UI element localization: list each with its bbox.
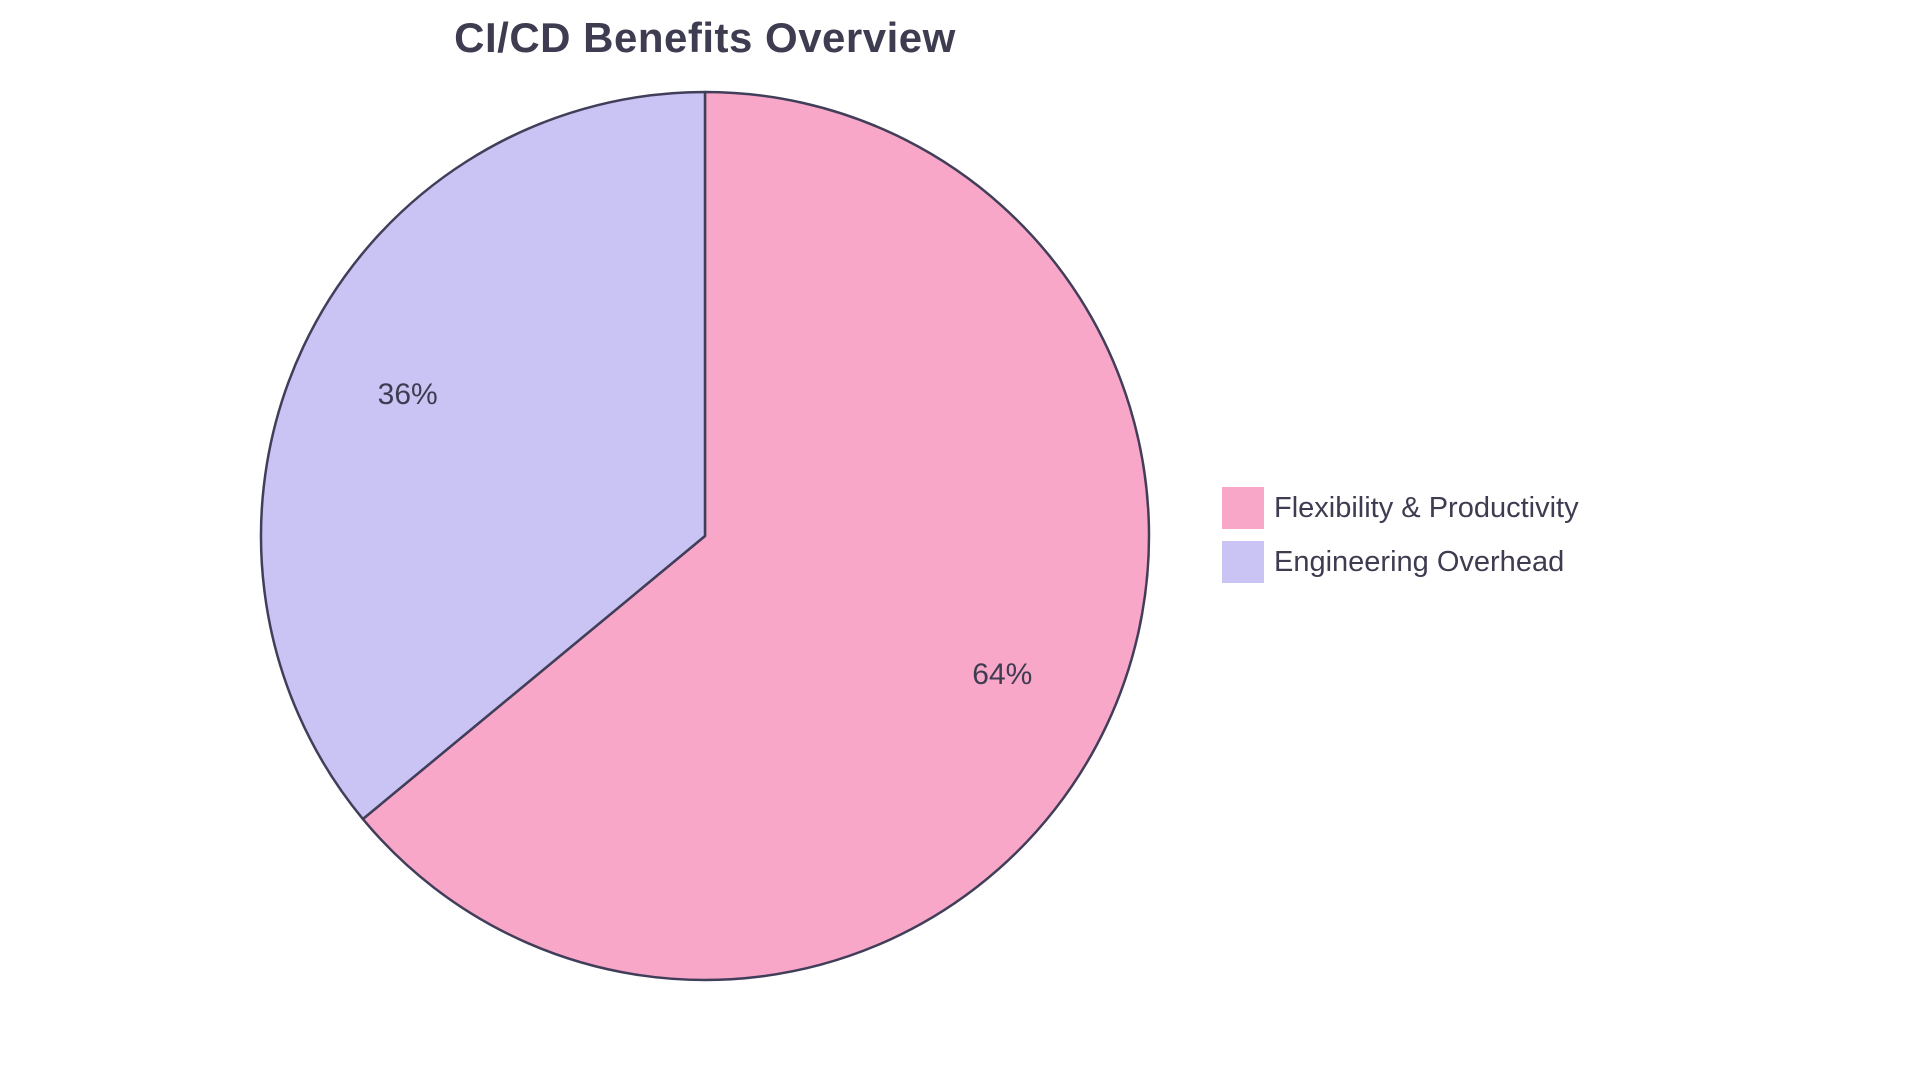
legend-swatch-engineering-overhead xyxy=(1222,541,1264,583)
legend: Flexibility & Productivity Engineering O… xyxy=(1222,487,1579,583)
slice-percent-label-1: 36% xyxy=(378,378,438,411)
legend-swatch-flexibility-productivity xyxy=(1222,487,1264,529)
chart-title: CI/CD Benefits Overview xyxy=(454,14,956,61)
pie-slice-1 xyxy=(259,90,707,821)
slice-percent-label-0: 64% xyxy=(972,658,1032,691)
legend-item-flexibility-productivity: Flexibility & Productivity xyxy=(1222,487,1579,529)
pie-chart: 64% 36% xyxy=(259,90,1151,982)
legend-label-engineering-overhead: Engineering Overhead xyxy=(1274,545,1565,578)
legend-label-flexibility-productivity: Flexibility & Productivity xyxy=(1274,491,1579,524)
legend-item-engineering-overhead: Engineering Overhead xyxy=(1222,541,1579,583)
pie-slice-0 xyxy=(361,90,1151,982)
